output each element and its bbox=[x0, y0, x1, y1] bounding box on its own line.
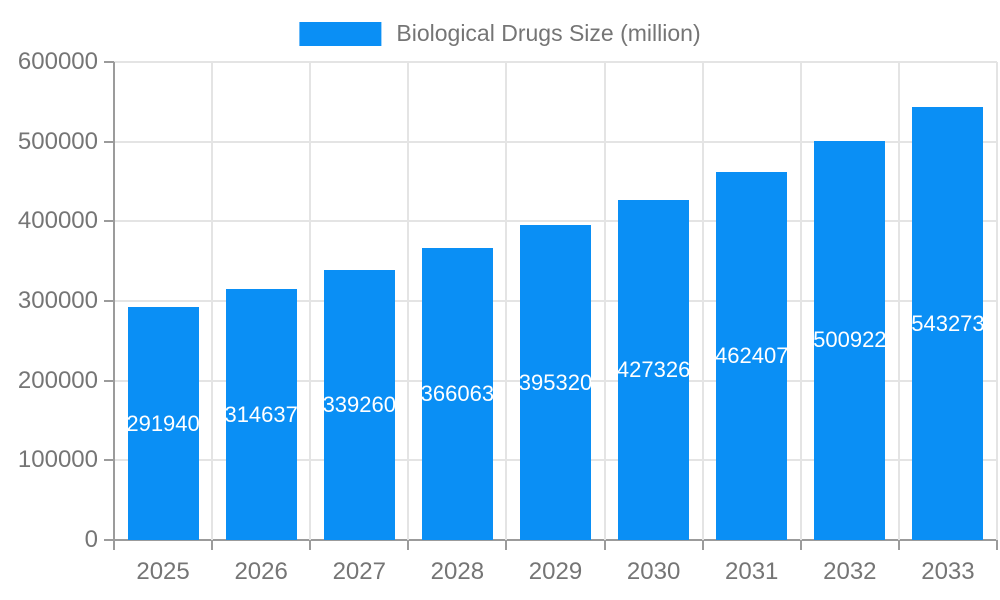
x-tick-label: 2025 bbox=[136, 558, 190, 585]
legend-label: Biological Drugs Size (million) bbox=[396, 20, 701, 46]
v-gridline bbox=[799, 62, 802, 540]
v-gridline bbox=[603, 62, 606, 540]
y-tick bbox=[104, 539, 114, 541]
y-tick-label: 600000 bbox=[17, 48, 98, 75]
legend-swatch bbox=[299, 21, 382, 46]
bar-value-label: 291940 bbox=[127, 410, 199, 436]
x-tick bbox=[996, 540, 998, 550]
v-gridline bbox=[701, 62, 704, 540]
y-tick bbox=[104, 379, 114, 382]
bar[interactable]: 427326 bbox=[618, 199, 690, 540]
x-tick-label: 2028 bbox=[430, 558, 485, 585]
x-tick bbox=[505, 540, 508, 550]
x-tick bbox=[799, 540, 802, 550]
x-tick-label: 2032 bbox=[823, 558, 877, 585]
bar[interactable]: 339260 bbox=[323, 269, 395, 540]
x-axis-line bbox=[114, 539, 997, 541]
y-tick bbox=[104, 220, 114, 223]
y-tick-label: 500000 bbox=[17, 127, 98, 155]
y-tick bbox=[104, 140, 114, 143]
bar-value-label: 395320 bbox=[520, 369, 591, 395]
y-tick bbox=[104, 459, 114, 462]
v-gridline bbox=[897, 62, 900, 540]
x-tick bbox=[309, 540, 312, 550]
y-tick-label: 100000 bbox=[17, 446, 98, 474]
bar[interactable]: 366063 bbox=[421, 248, 493, 540]
y-tick-label: 0 bbox=[84, 526, 98, 553]
v-gridline bbox=[407, 62, 410, 540]
bar[interactable]: 291940 bbox=[127, 307, 199, 540]
x-tick-label: 2027 bbox=[332, 558, 386, 585]
bar-value-label: 339260 bbox=[323, 391, 395, 417]
v-gridline bbox=[996, 62, 998, 540]
x-tick-label: 2031 bbox=[725, 558, 779, 585]
y-tick bbox=[104, 61, 114, 63]
v-gridline bbox=[211, 62, 214, 540]
x-tick-label: 2030 bbox=[626, 558, 681, 585]
legend[interactable]: Biological Drugs Size (million) bbox=[299, 20, 701, 47]
h-gridline bbox=[114, 220, 997, 223]
bar-value-label: 543273 bbox=[912, 310, 984, 336]
x-tick bbox=[897, 540, 900, 550]
x-tick bbox=[603, 540, 606, 550]
bar-value-label: 366063 bbox=[421, 381, 493, 407]
x-tick-label: 2033 bbox=[921, 558, 975, 585]
bar[interactable]: 500922 bbox=[814, 140, 886, 540]
x-tick-label: 2029 bbox=[528, 558, 583, 585]
bar[interactable]: 543273 bbox=[912, 107, 984, 540]
bar-value-label: 500922 bbox=[814, 327, 886, 353]
y-tick bbox=[104, 300, 114, 302]
x-tick bbox=[701, 540, 704, 550]
bar-value-label: 314637 bbox=[225, 401, 297, 427]
bar[interactable]: 314637 bbox=[225, 289, 297, 540]
x-tick bbox=[211, 540, 214, 550]
h-gridline bbox=[114, 140, 997, 143]
bar[interactable]: 462407 bbox=[716, 171, 788, 540]
x-tick bbox=[113, 540, 115, 550]
bar[interactable]: 395320 bbox=[520, 225, 591, 540]
bar-value-label: 427326 bbox=[618, 356, 690, 382]
y-tick-label: 300000 bbox=[17, 287, 98, 314]
bar-value-label: 462407 bbox=[716, 342, 788, 368]
y-axis-line bbox=[113, 62, 115, 540]
x-tick-label: 2026 bbox=[234, 558, 288, 585]
v-gridline bbox=[505, 62, 508, 540]
plot-area: 291940 314637 339260 366063 395320 427326 4624… bbox=[104, 61, 998, 550]
y-tick-label: 400000 bbox=[17, 207, 98, 235]
v-gridline bbox=[309, 62, 312, 540]
h-gridline bbox=[114, 61, 997, 63]
y-tick-label: 200000 bbox=[17, 366, 98, 394]
x-tick bbox=[407, 540, 410, 550]
